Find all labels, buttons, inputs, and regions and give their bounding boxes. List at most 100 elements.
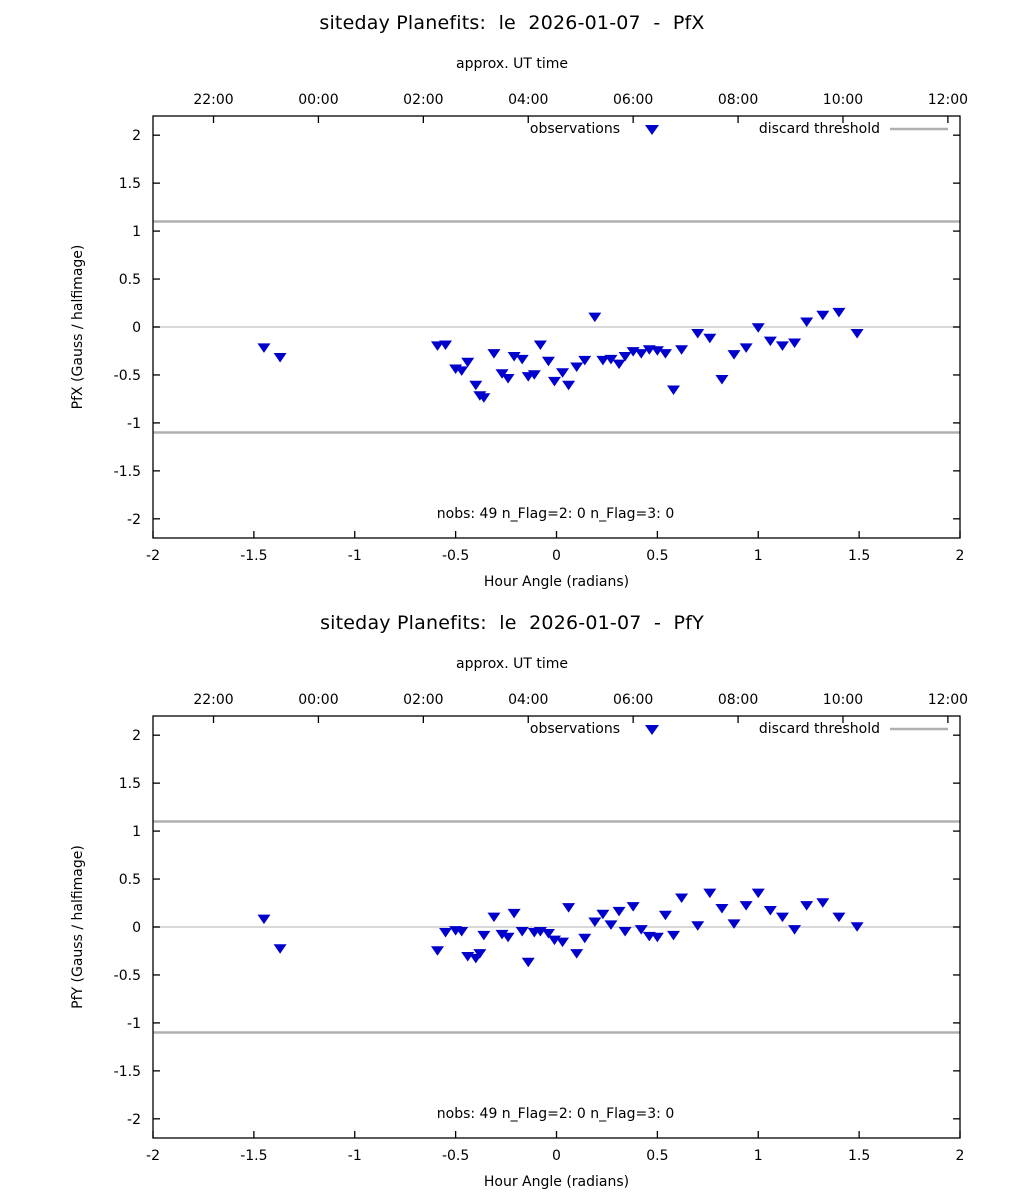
ut-tick-label: 12:00 xyxy=(928,92,968,108)
data-point-marker xyxy=(455,927,469,937)
data-point-marker xyxy=(562,903,576,913)
x-tick-label: -2 xyxy=(146,548,160,564)
y-tick-label: 1.5 xyxy=(119,176,141,192)
data-point-marker xyxy=(527,370,541,380)
y-tick-label: -0.5 xyxy=(114,968,141,984)
ut-tick-label: 04:00 xyxy=(508,692,548,708)
y-tick-label: -1.5 xyxy=(114,1064,141,1080)
data-point-marker xyxy=(556,937,570,948)
data-point-marker xyxy=(469,380,483,391)
legend-observations-label: observations xyxy=(530,121,620,137)
x-tick-label: 0.5 xyxy=(646,1148,668,1164)
data-point-marker xyxy=(763,905,777,916)
data-point-marker xyxy=(533,340,547,350)
x-axis-title: Hour Angle (radians) xyxy=(484,574,629,590)
data-point-marker xyxy=(507,351,521,362)
ut-tick-label: 06:00 xyxy=(613,92,653,108)
data-points-group xyxy=(257,888,864,968)
data-point-marker xyxy=(521,957,535,968)
x-tick-label: 2 xyxy=(956,1148,965,1164)
y-tick-label: -2 xyxy=(127,512,141,528)
data-point-marker xyxy=(257,914,271,925)
ut-tick-label: 02:00 xyxy=(403,692,443,708)
x-tick-label: 1 xyxy=(754,548,763,564)
data-point-marker xyxy=(703,333,717,344)
data-point-marker xyxy=(273,944,287,954)
x-tick-label: -0.5 xyxy=(442,1148,469,1164)
scatter-plot-svg-pfx: -2 -1.5 -1 -0.5 0 0.5 1 1.5 2 22:00 00:00 02:00 04:0… xyxy=(70,92,968,590)
plot-canvas-pfx: -2 -1.5 -1 -0.5 0 0.5 1 1.5 2 22:00 00:00 02:00 04:0… xyxy=(70,92,968,590)
y-tick-label: 0.5 xyxy=(119,272,141,288)
data-point-marker xyxy=(473,949,487,959)
data-point-marker xyxy=(604,920,618,930)
y-tick-label: 0 xyxy=(132,320,141,336)
data-point-marker xyxy=(439,928,453,938)
data-point-marker xyxy=(727,350,741,360)
plot-panel-pfy: siteday Planefits: le 2026-01-07 - PfY a… xyxy=(0,600,1024,1200)
y-tick-label: -2 xyxy=(127,1112,141,1128)
data-point-marker xyxy=(658,349,672,359)
x-axis-title: Hour Angle (radians) xyxy=(484,1174,629,1190)
data-point-marker xyxy=(570,949,584,959)
data-point-marker xyxy=(430,341,444,351)
data-point-marker xyxy=(800,901,814,911)
data-point-marker xyxy=(715,375,729,385)
ut-tick-label: 10:00 xyxy=(823,692,863,708)
x-tick-label: 1 xyxy=(754,1148,763,1164)
ut-tick-label: 12:00 xyxy=(928,692,968,708)
ut-tick-label: 00:00 xyxy=(298,692,338,708)
ut-tick-label: 22:00 xyxy=(193,92,233,108)
data-point-marker xyxy=(634,925,648,935)
data-point-marker xyxy=(650,932,664,943)
data-point-marker xyxy=(556,368,570,378)
data-points-group xyxy=(257,307,864,403)
ut-axis-label-pfy: approx. UT time xyxy=(456,656,568,672)
data-point-marker xyxy=(667,930,681,941)
data-point-marker xyxy=(850,922,864,932)
data-point-marker xyxy=(739,901,753,911)
data-point-marker xyxy=(675,345,689,355)
data-point-marker xyxy=(596,909,610,920)
data-point-marker xyxy=(832,912,846,923)
data-point-marker xyxy=(588,917,602,927)
data-point-marker xyxy=(507,908,521,919)
data-point-marker xyxy=(596,355,610,366)
data-point-marker xyxy=(618,351,632,362)
data-point-marker xyxy=(751,888,765,899)
data-point-marker xyxy=(691,328,705,339)
ut-axis-label-pfx: approx. UT time xyxy=(456,56,568,72)
data-point-marker xyxy=(612,906,626,917)
data-point-marker xyxy=(515,927,529,937)
ut-tick-label: 06:00 xyxy=(613,692,653,708)
ut-tick-label: 08:00 xyxy=(718,692,758,708)
data-point-marker xyxy=(588,312,602,323)
data-point-marker xyxy=(495,929,509,940)
x-tick-label: -1.5 xyxy=(240,1148,267,1164)
y-tick-label: 0 xyxy=(132,920,141,936)
data-point-marker xyxy=(461,357,475,368)
data-point-marker xyxy=(501,374,515,384)
legend-threshold-label: discard threshold xyxy=(759,721,880,737)
legend-observations-marker xyxy=(645,725,659,735)
scatter-plot-svg-pfy: -2 -1.5 -1 -0.5 0 0.5 1 1.5 2 22:00 00:00 02:00 04:0… xyxy=(70,692,968,1190)
data-point-marker xyxy=(501,932,515,943)
data-point-marker xyxy=(727,919,741,929)
data-point-marker xyxy=(455,366,469,376)
data-point-marker xyxy=(788,338,802,349)
data-point-marker xyxy=(832,307,846,318)
x-tick-label: -1.5 xyxy=(240,548,267,564)
data-point-marker xyxy=(477,393,491,403)
x-tick-label: -1 xyxy=(348,548,362,564)
data-point-marker xyxy=(487,349,501,359)
y-tick-label: 0.5 xyxy=(119,872,141,888)
data-point-marker xyxy=(515,354,529,365)
data-point-marker xyxy=(541,928,555,939)
data-point-marker xyxy=(850,328,864,339)
ut-tick-label: 10:00 xyxy=(823,92,863,108)
data-point-marker xyxy=(626,902,640,912)
data-point-marker xyxy=(257,343,271,353)
legend-observations-label: observations xyxy=(530,721,620,737)
plot-canvas-pfy: -2 -1.5 -1 -0.5 0 0.5 1 1.5 2 22:00 00:00 02:00 04:0… xyxy=(0,600,1024,1200)
data-point-marker xyxy=(612,359,626,370)
